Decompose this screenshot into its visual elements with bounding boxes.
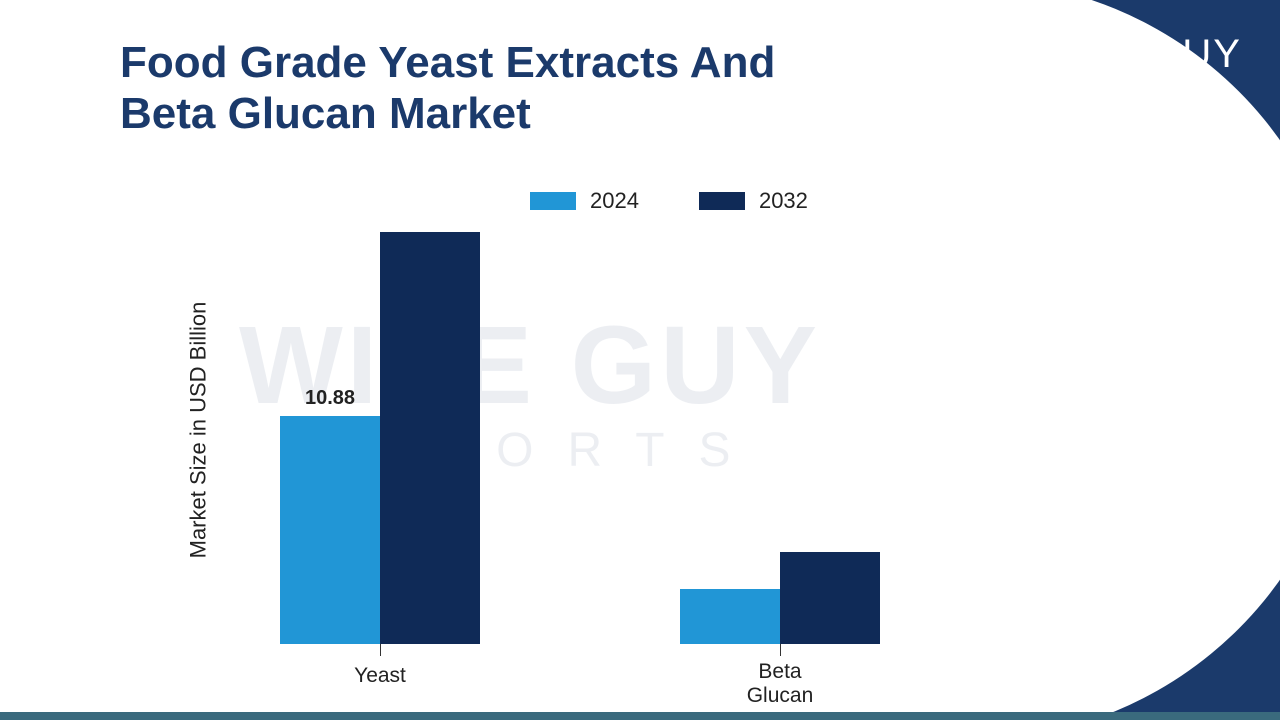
bar-data-label: 10.88	[280, 387, 380, 410]
bar	[780, 552, 880, 644]
legend: 2024 2032	[530, 188, 808, 214]
legend-item-2024: 2024	[530, 188, 639, 214]
legend-swatch-2032	[699, 192, 745, 210]
legend-item-2032: 2032	[699, 188, 808, 214]
x-tick	[380, 644, 381, 656]
legend-label-2032: 2032	[759, 188, 808, 214]
brain-head-icon	[1152, 64, 1242, 154]
chart-title: Food Grade Yeast Extracts And Beta Gluca…	[120, 38, 840, 139]
chart-area: Market Size in USD Billion 2024 2032 Yea…	[70, 180, 970, 680]
page-root: WISE GUY REPORTS WISE GUY REPORTS Food G…	[0, 0, 1280, 720]
x-tick	[780, 644, 781, 656]
plot-region: YeastBetaGlucan10.88	[160, 224, 970, 644]
bar	[380, 232, 480, 644]
legend-swatch-2024	[530, 192, 576, 210]
bar	[680, 589, 780, 644]
legend-label-2024: 2024	[590, 188, 639, 214]
x-axis-label: Yeast	[280, 664, 480, 688]
brand-logo: WISE GUY REPORTS	[1026, 34, 1242, 95]
x-axis-label: BetaGlucan	[680, 660, 880, 708]
bar	[280, 416, 380, 644]
footer-accent-bar	[0, 712, 1280, 720]
